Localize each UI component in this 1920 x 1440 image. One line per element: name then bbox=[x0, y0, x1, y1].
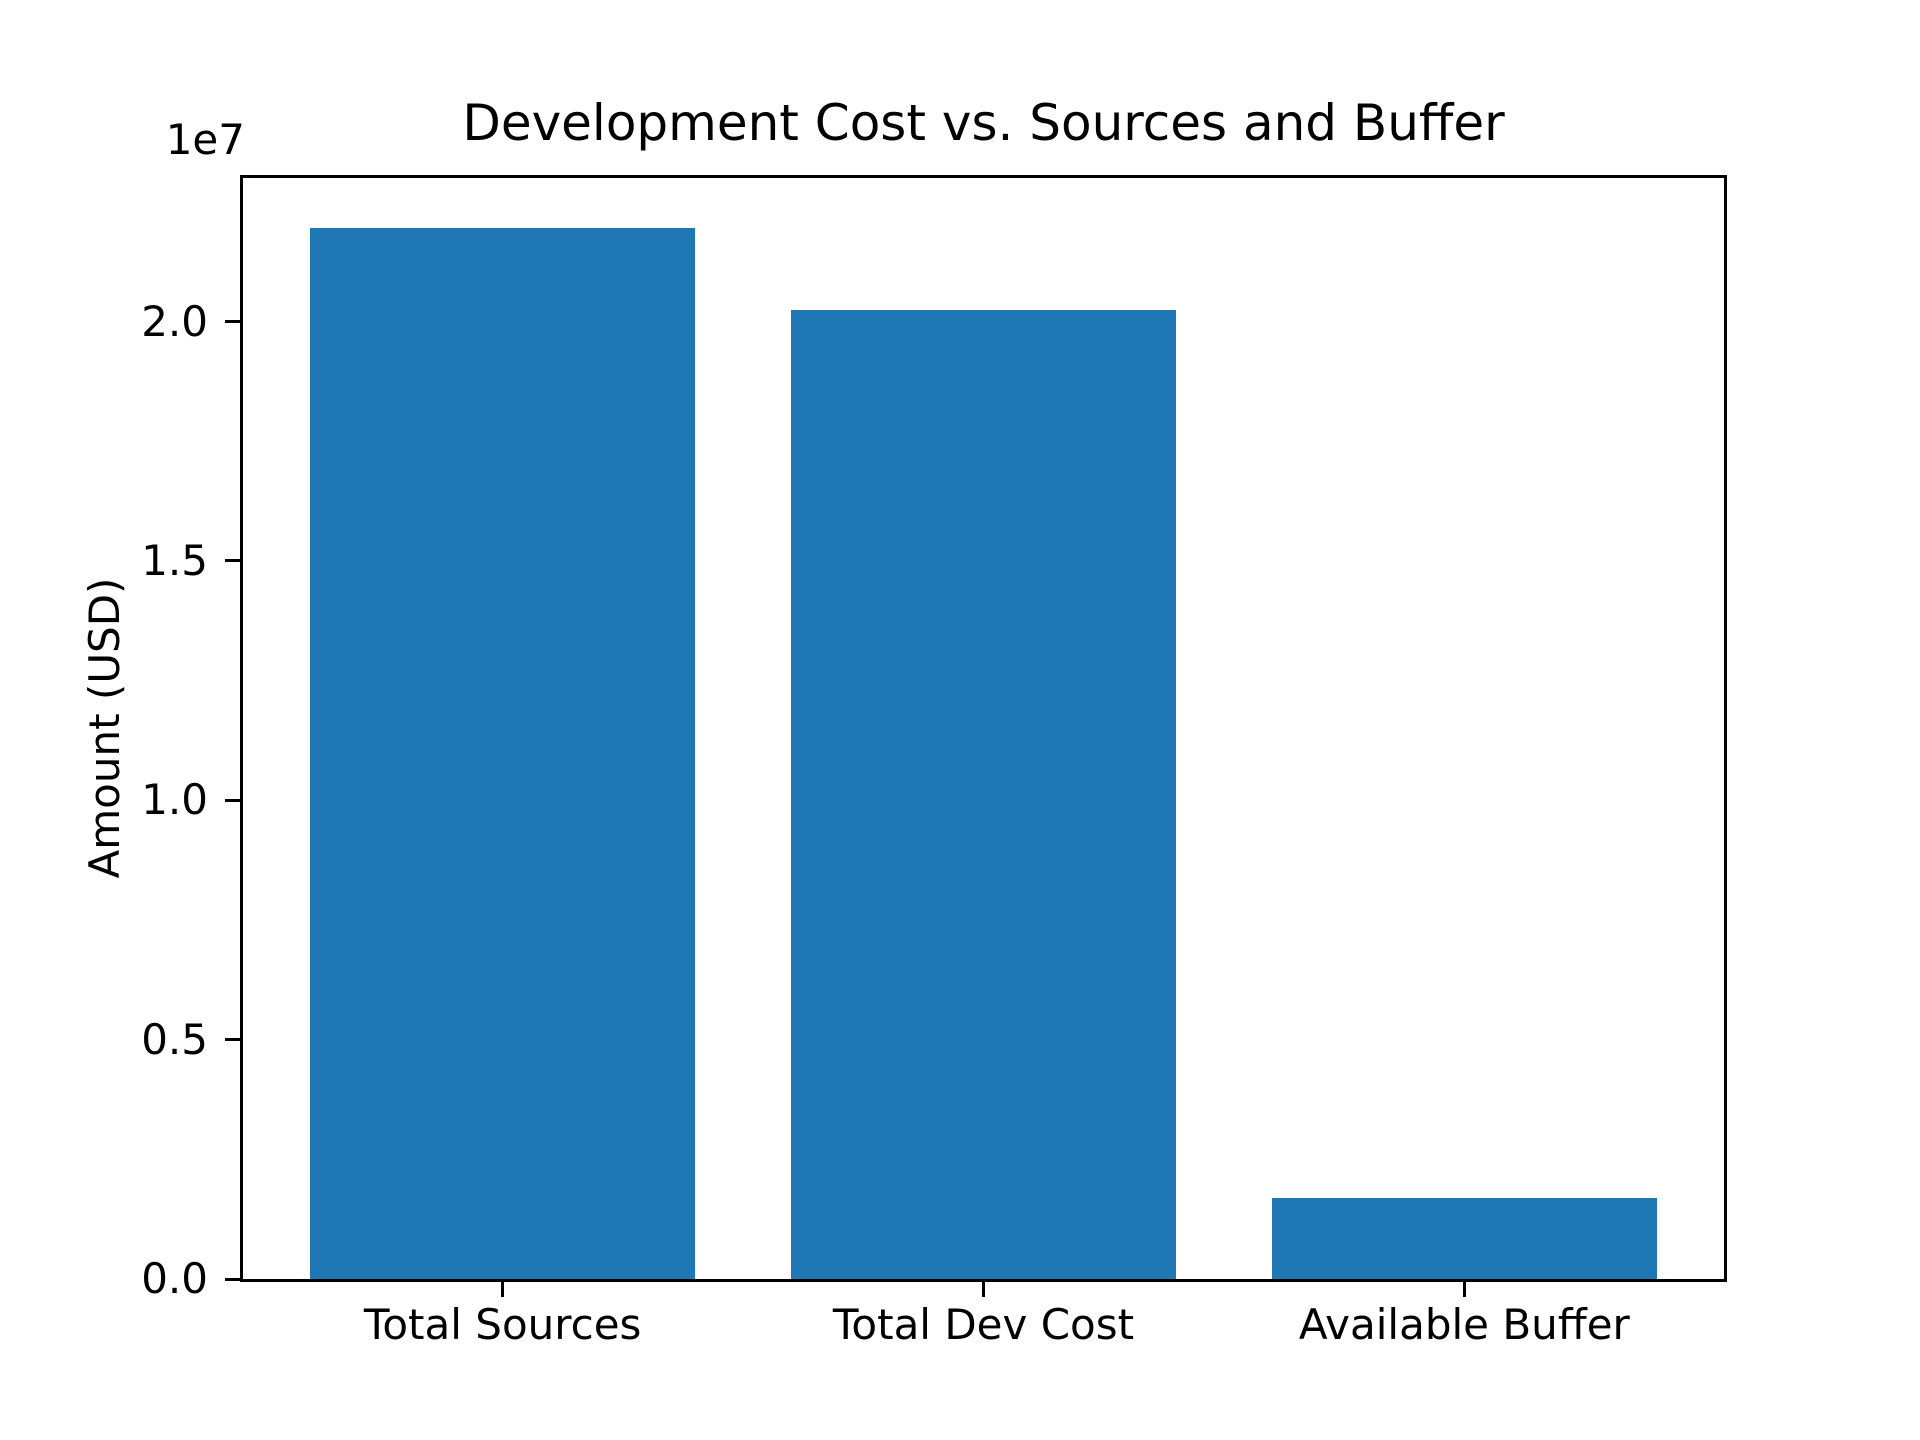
y-tick-label: 1.0 bbox=[141, 775, 208, 825]
x-tick-label-total-sources: Total Sources bbox=[363, 1300, 642, 1349]
y-axis-label: Amount (USD) bbox=[80, 577, 129, 879]
y-axis-offset-label: 1e7 bbox=[165, 115, 245, 164]
x-tick-mark bbox=[501, 1282, 505, 1297]
y-tick-label: 1.5 bbox=[141, 535, 208, 585]
bar-available-buffer bbox=[1272, 1197, 1657, 1279]
y-tick-label: 0.5 bbox=[141, 1014, 208, 1064]
x-tick-mark bbox=[982, 1282, 985, 1297]
y-tick-mark bbox=[225, 559, 240, 563]
x-tick-mark bbox=[1462, 1282, 1466, 1297]
y-tick-mark bbox=[225, 1277, 240, 1281]
y-tick-label: 0.0 bbox=[141, 1254, 208, 1303]
plot-area: 0.0 0.5 1.0 1.5 2.0 Total Sources Total Dev Co… bbox=[141, 175, 1727, 1349]
y-tick-mark bbox=[225, 320, 240, 324]
y-tick-mark bbox=[225, 798, 240, 802]
y-tick-label: 2.0 bbox=[141, 296, 208, 346]
x-tick-label-total-dev-cost: Total Dev Cost bbox=[832, 1300, 1135, 1349]
chart-title: Development Cost vs. Sources and Buffer bbox=[462, 94, 1505, 152]
y-tick-mark bbox=[225, 1038, 240, 1042]
bar-total-dev-cost bbox=[791, 309, 1176, 1279]
x-tick-label-available-buffer: Available Buffer bbox=[1298, 1300, 1630, 1349]
bar-total-sources bbox=[310, 228, 695, 1279]
